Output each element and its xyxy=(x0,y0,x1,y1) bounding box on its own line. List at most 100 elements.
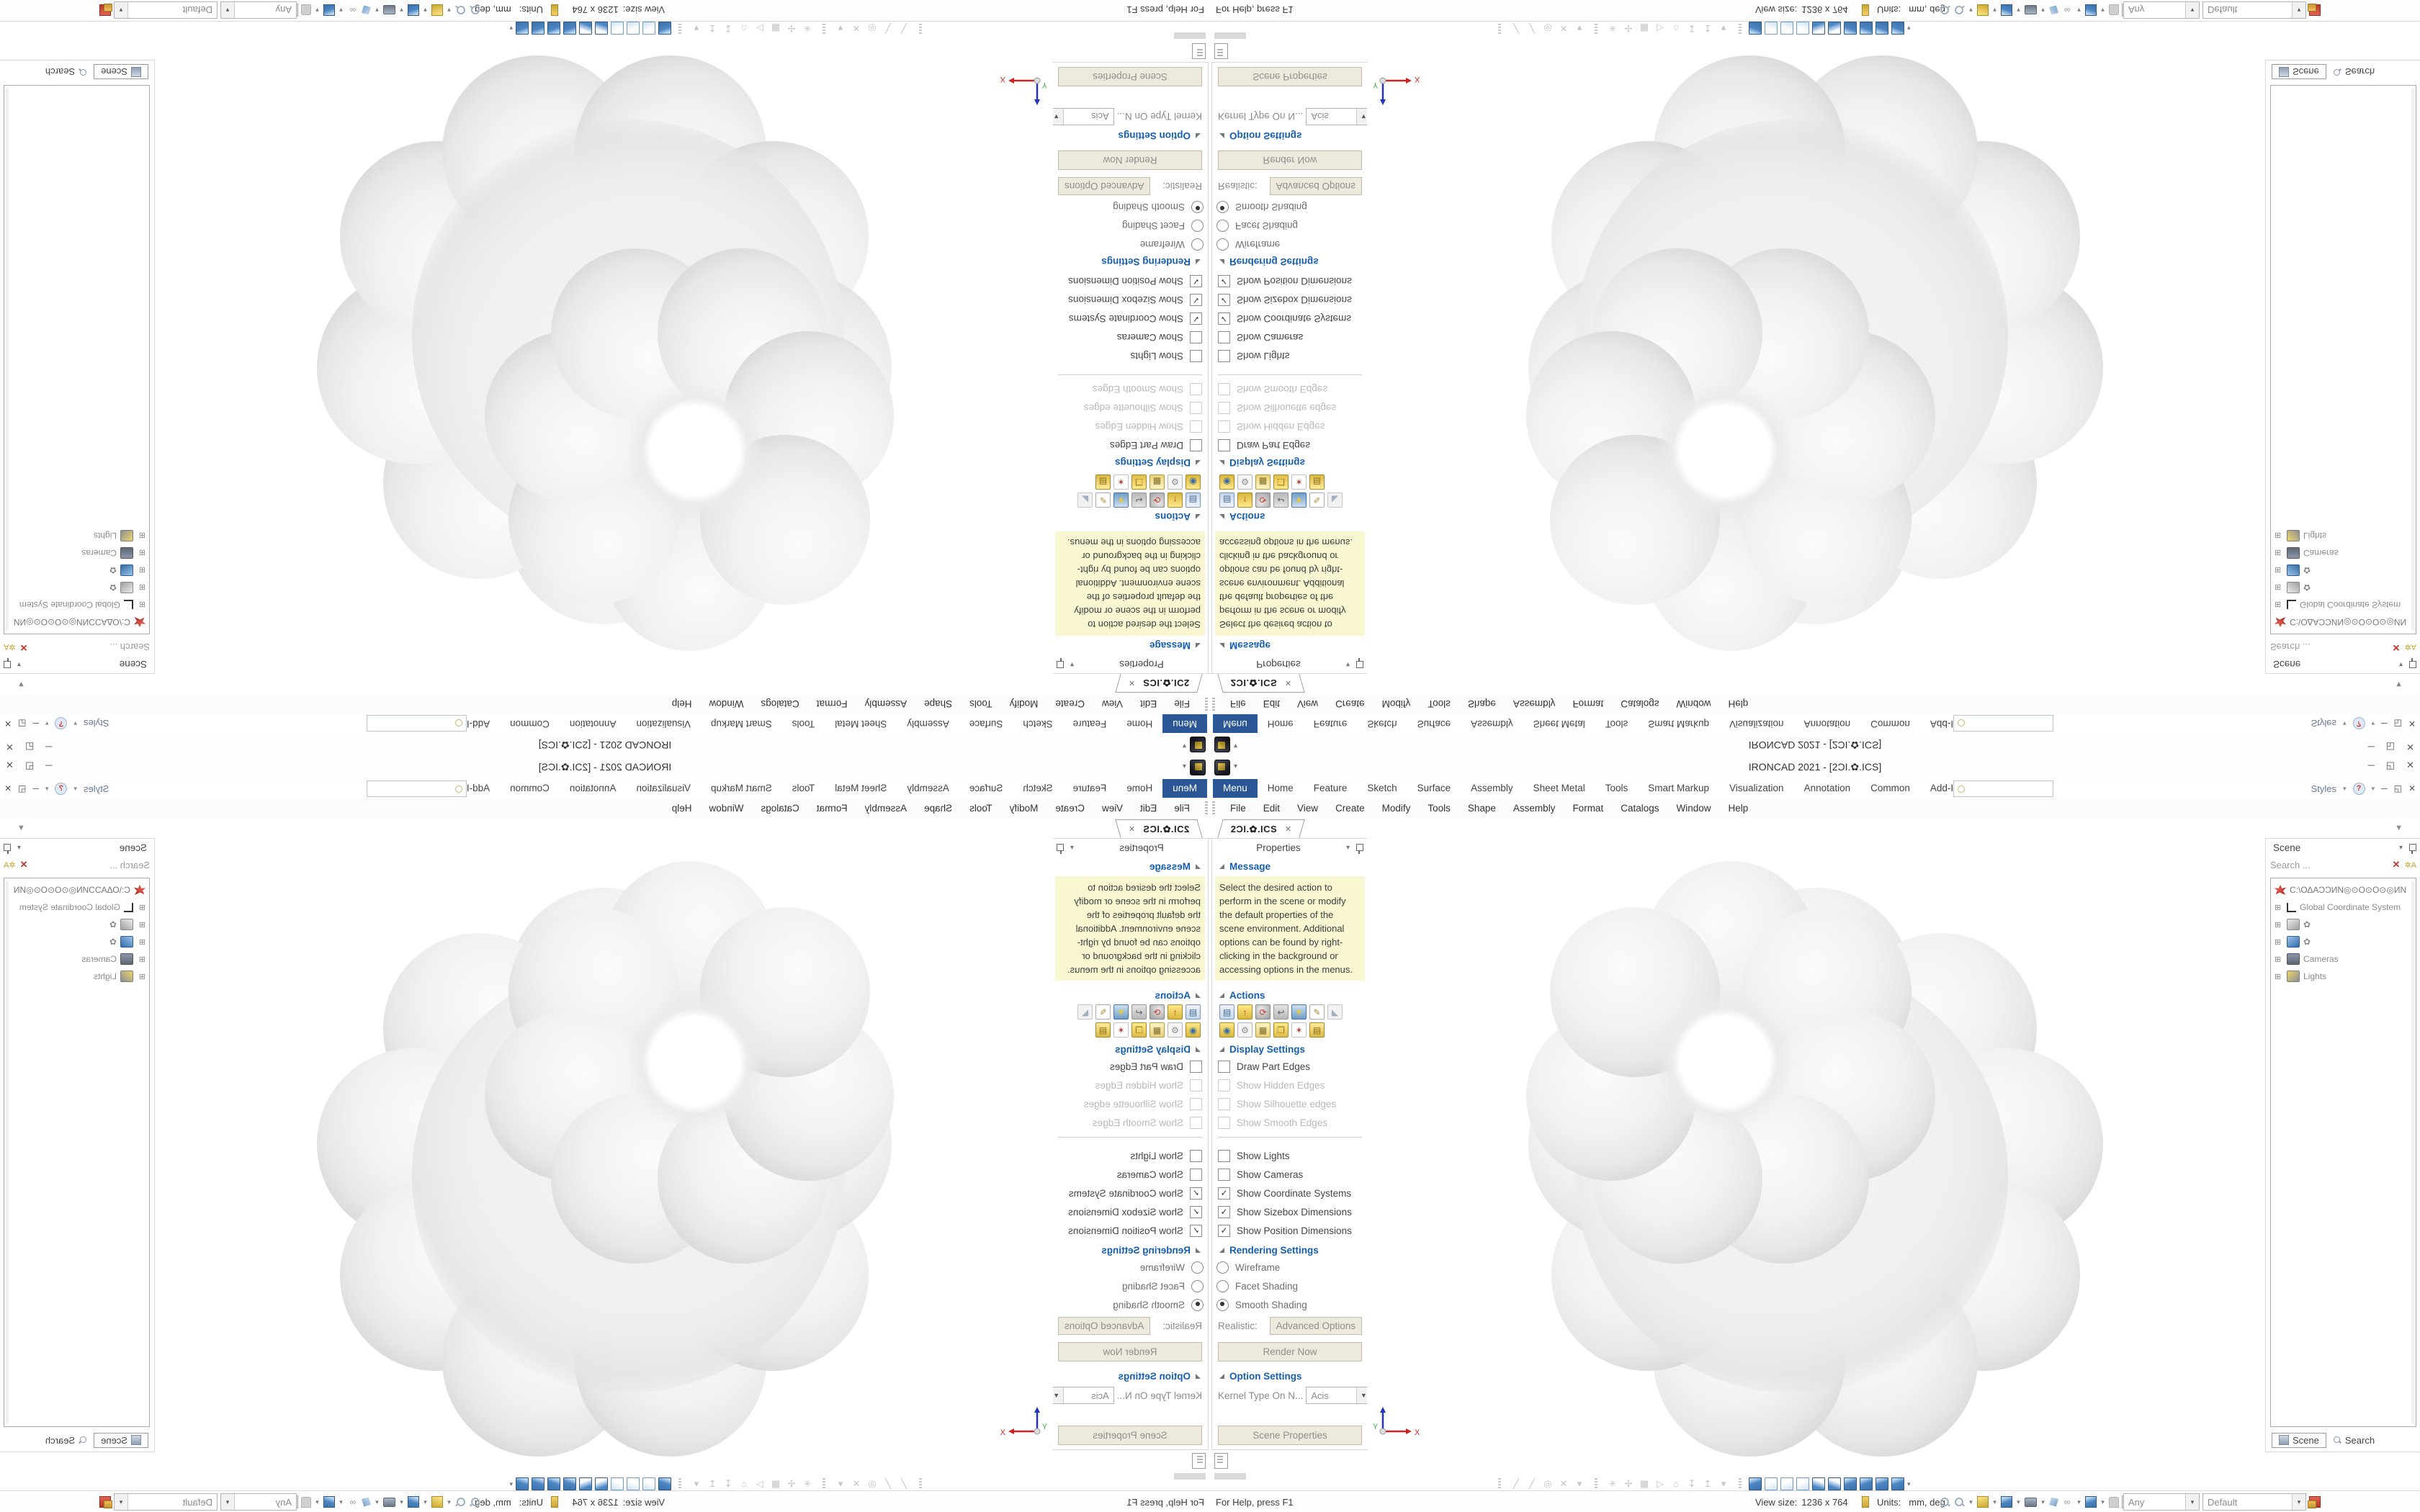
advanced-options-button[interactable]: Advanced Options xyxy=(1269,1317,1362,1335)
draw-tool-icon[interactable]: ╱ xyxy=(885,23,891,34)
toolbar-grip[interactable] xyxy=(678,22,681,34)
ribbon-tab[interactable]: Annotation xyxy=(569,719,617,729)
checkbox[interactable] xyxy=(1218,420,1230,433)
search-clear-icon[interactable]: ✕ xyxy=(2392,642,2401,653)
view-cube-icon[interactable] xyxy=(1844,1477,1857,1490)
draw-tool-icon[interactable]: ✕ xyxy=(852,23,861,34)
menu-item[interactable]: Tools xyxy=(1428,802,1451,814)
radio-button[interactable] xyxy=(1191,238,1204,251)
snap-tool-icon[interactable]: ✳ xyxy=(1608,23,1617,34)
checkbox[interactable] xyxy=(1190,1116,1202,1129)
action-icon[interactable]: ▤ xyxy=(1186,492,1201,508)
menu-item[interactable]: File xyxy=(1230,802,1246,814)
checkbox[interactable] xyxy=(1190,294,1202,307)
action-icon[interactable]: ◉ xyxy=(1186,474,1201,490)
tree-expander-icon[interactable]: ⊞ xyxy=(2275,972,2282,981)
status-tool-icon[interactable]: ▾ xyxy=(2041,6,2045,14)
action-icon[interactable]: ⚙ xyxy=(1168,474,1183,490)
scene-search-input[interactable]: Search ... xyxy=(2270,859,2311,870)
ribbon-tab[interactable]: Visualization xyxy=(636,719,691,729)
action-icon[interactable]: ▤ xyxy=(1309,474,1325,490)
scene-properties-button[interactable]: Scene Properties xyxy=(1218,1426,1362,1445)
checkbox[interactable] xyxy=(1190,1097,1202,1110)
autohide-panel-tab[interactable] xyxy=(1174,32,1206,59)
toolbar-grip[interactable] xyxy=(1739,1478,1742,1490)
snap-tool-icon[interactable]: ✳ xyxy=(1608,1478,1617,1489)
status-tool-icon[interactable]: ∞ xyxy=(2063,1497,2071,1507)
view-cube-icon[interactable] xyxy=(532,22,544,35)
tree-expander-icon[interactable]: ⊞ xyxy=(138,582,145,592)
draw-tool-icon[interactable]: ✕ xyxy=(1559,1478,1568,1489)
view-cube-icon[interactable] xyxy=(658,22,671,35)
scene-bottom-tab[interactable]: Search xyxy=(2326,1434,2381,1447)
ribbon-tab[interactable]: Common xyxy=(1870,783,1910,793)
combo-caret-icon[interactable]: ▾ xyxy=(221,2,235,18)
action-icon[interactable]: ⟳ xyxy=(1150,492,1165,508)
action-icon[interactable]: ◣ xyxy=(1327,492,1343,508)
restore-button[interactable]: ◱ xyxy=(24,760,35,770)
pin-icon[interactable] xyxy=(4,844,11,851)
ribbon-tab[interactable]: Tools xyxy=(792,719,815,729)
ribbon-tab[interactable]: Menu xyxy=(1162,714,1207,733)
advanced-options-button[interactable]: Advanced Options xyxy=(1058,1317,1151,1335)
status-tool-icon[interactable] xyxy=(2001,4,2012,16)
checkbox[interactable] xyxy=(1190,1205,1202,1218)
actions-section-header[interactable]: Actions xyxy=(1052,985,1208,1003)
menu-item[interactable]: Window xyxy=(1676,802,1711,814)
status-tool-icon[interactable]: ▾ xyxy=(447,1498,451,1506)
ribbon-tab[interactable]: Surface xyxy=(969,719,1003,729)
material-stack-icon[interactable] xyxy=(2308,1496,2321,1508)
menu-item[interactable]: Assembly xyxy=(1512,698,1556,710)
draw-tool-icon[interactable]: ╱ xyxy=(901,23,907,34)
menu-item[interactable]: Edit xyxy=(1139,802,1157,814)
ribbon-tab[interactable]: Surface xyxy=(969,783,1003,793)
ribbon-tab[interactable]: Sketch xyxy=(1367,783,1397,793)
menu-item[interactable]: Shape xyxy=(924,698,953,710)
snap-tool-icon[interactable]: ▷ xyxy=(756,1478,763,1489)
status-tool-icon[interactable] xyxy=(2025,5,2037,15)
checkbox[interactable] xyxy=(1190,331,1202,344)
view-cube-icon[interactable] xyxy=(611,22,624,35)
ribbon-tab[interactable]: Assembly xyxy=(1471,783,1513,793)
status-tool-icon[interactable]: ▾ xyxy=(447,6,451,14)
view-cube-icon[interactable] xyxy=(611,1477,624,1490)
snap-tool-icon[interactable]: ⌂ xyxy=(741,23,747,34)
snap-tool-icon[interactable]: ↧ xyxy=(1688,1478,1696,1489)
toolbar-grip[interactable] xyxy=(678,1478,681,1490)
view-cube-icon[interactable] xyxy=(1860,1477,1873,1490)
menu-item[interactable]: View xyxy=(1101,802,1123,814)
action-icon[interactable]: ❒ xyxy=(1273,1022,1289,1038)
status-tool-icon[interactable]: ▾ xyxy=(339,6,343,14)
radio-button[interactable] xyxy=(1216,1261,1229,1274)
status-tool-icon[interactable]: ▾ xyxy=(2077,1498,2081,1506)
status-tool-icon[interactable]: ∞ xyxy=(349,5,357,15)
menu-item[interactable]: Create xyxy=(1335,698,1365,710)
radio-button[interactable] xyxy=(1191,201,1204,214)
menu-item[interactable]: Edit xyxy=(1263,698,1281,710)
snap-tool-icon[interactable]: ▷ xyxy=(1657,23,1664,34)
status-tool-icon[interactable] xyxy=(2085,1496,2097,1508)
toolbar-grip[interactable] xyxy=(919,1478,922,1490)
styles-dropdown[interactable]: Styles xyxy=(83,718,109,729)
menu-item[interactable]: Create xyxy=(1055,698,1085,710)
status-tool-icon[interactable] xyxy=(431,1496,443,1508)
checkbox[interactable] xyxy=(1218,1149,1230,1162)
ribbon-tab[interactable]: Assembly xyxy=(1471,719,1513,729)
scene-properties-button[interactable]: Scene Properties xyxy=(1218,67,1362,86)
minimize-button[interactable]: ─ xyxy=(45,742,53,752)
view-cube-icon[interactable] xyxy=(642,1477,655,1490)
app-logo-icon[interactable] xyxy=(1214,760,1230,775)
view-cube-icon[interactable] xyxy=(627,1477,640,1490)
menu-item[interactable]: Tools xyxy=(969,698,992,710)
view-cube-icon[interactable] xyxy=(1780,22,1793,35)
view-cube-icon[interactable] xyxy=(1812,1477,1825,1490)
menu-item[interactable]: View xyxy=(1297,802,1319,814)
toolbar-grip[interactable] xyxy=(1498,1478,1501,1490)
status-tool-icon[interactable] xyxy=(1939,4,1950,16)
draw-tool-icon[interactable]: ◎ xyxy=(868,1478,877,1489)
minimize-button[interactable]: ─ xyxy=(2367,760,2375,770)
pin-icon[interactable] xyxy=(4,661,11,668)
quick-access-caret-icon[interactable]: ▾ xyxy=(1234,762,1238,770)
ribbon-tab[interactable]: Surface xyxy=(1417,783,1451,793)
draw-tool-icon[interactable]: ╱ xyxy=(885,1478,891,1489)
